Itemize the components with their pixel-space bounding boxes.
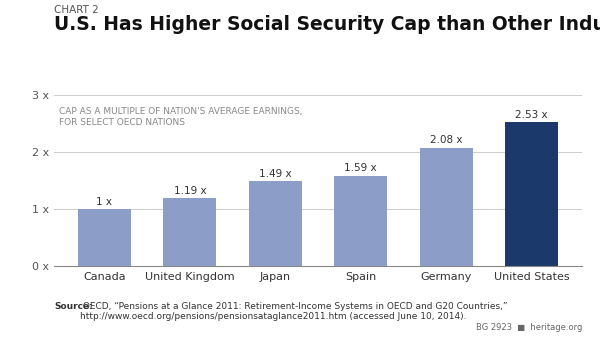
Text: CHART 2: CHART 2 — [54, 5, 99, 15]
Text: 1 x: 1 x — [97, 197, 112, 207]
Text: CAP AS A MULTIPLE OF NATION'S AVERAGE EARNINGS,
FOR SELECT OECD NATIONS: CAP AS A MULTIPLE OF NATION'S AVERAGE EA… — [59, 107, 303, 127]
Bar — [78, 209, 131, 266]
Text: U.S. Has Higher Social Security Cap than Other Industrialized Nations: U.S. Has Higher Social Security Cap than… — [54, 15, 600, 34]
Text: 1.19 x: 1.19 x — [173, 186, 206, 196]
Text: OECD, “Pensions at a Glance 2011: Retirement-Income Systems in OECD and G20 Coun: OECD, “Pensions at a Glance 2011: Retire… — [80, 302, 508, 321]
Bar — [249, 181, 302, 266]
Bar — [334, 176, 387, 266]
Text: 2.53 x: 2.53 x — [515, 110, 548, 120]
Text: BG 2923  ■  heritage.org: BG 2923 ■ heritage.org — [476, 324, 582, 332]
Text: 1.59 x: 1.59 x — [344, 163, 377, 173]
Bar — [163, 198, 217, 266]
Bar — [419, 148, 473, 266]
Text: 2.08 x: 2.08 x — [430, 135, 463, 146]
Text: 1.49 x: 1.49 x — [259, 169, 292, 179]
Bar — [505, 122, 558, 266]
Text: Source:: Source: — [54, 302, 93, 311]
